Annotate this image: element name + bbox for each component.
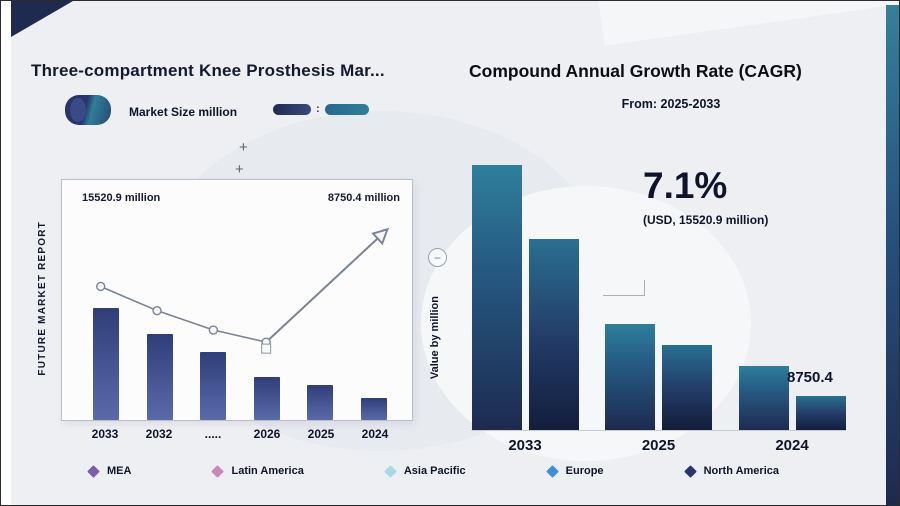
legend-diamond-icon xyxy=(545,464,559,478)
cagr-x-label: 2025 xyxy=(641,437,676,454)
cagr-bar-2024-series-2 xyxy=(795,396,846,430)
legend-item-mea: MEA xyxy=(87,464,132,478)
market-size-bar-2026 xyxy=(253,377,280,420)
left-chart-bar-column xyxy=(84,308,128,420)
cagr-bar-2033-series-2 xyxy=(528,239,579,430)
market-size-x-label: 2033 xyxy=(91,427,119,441)
cagr-bar-2024-series-1 xyxy=(738,366,789,430)
left-chart-bar-column xyxy=(191,352,235,420)
cagr-x-axis: 2033 2025 2024 xyxy=(471,437,846,454)
cagr-x-label: 2024 xyxy=(775,437,809,454)
cagr-bar-group-2025 xyxy=(605,324,713,430)
legend-diamond-icon xyxy=(683,464,697,478)
market-size-chart: 15520.9 million 8750.4 million xyxy=(61,179,413,421)
plus-decoration: + xyxy=(239,139,248,156)
legend-item-north-america: North America xyxy=(683,464,779,478)
region-legend: MEA Latin America Asia Pacific Europe North … xyxy=(87,464,779,478)
market-size-bar-2025 xyxy=(307,385,334,420)
market-size-x-label: 2032 xyxy=(145,427,173,441)
cagr-x-label: 2033 xyxy=(508,437,542,454)
market-size-x-label: 2025 xyxy=(307,427,335,441)
right-edge-gradient-bar xyxy=(886,5,899,505)
legend-diamond-icon xyxy=(383,464,397,478)
cagr-usd-note: (USD, 15520.9 million) xyxy=(643,213,769,227)
left-chart-bar-column xyxy=(298,385,342,420)
cagr-chart xyxy=(471,161,846,431)
cagr-title: Compound Annual Growth Rate (CAGR) xyxy=(469,61,802,81)
market-size-bar-2032 xyxy=(146,334,173,420)
decorative-step-line xyxy=(603,280,645,296)
market-size-x-label: 2024 xyxy=(361,427,389,441)
min-value-label: 8750.4 million xyxy=(327,192,400,204)
cagr-bar-2025-series-2 xyxy=(662,345,712,430)
minus-circle-decoration: − xyxy=(428,248,447,267)
value-axis-label: Value by million xyxy=(429,296,441,380)
cagr-2024-annotation: 8750.4 xyxy=(787,369,833,386)
left-chart-bar-column xyxy=(352,398,396,420)
market-size-bars xyxy=(84,220,396,420)
cagr-bar-group-2033 xyxy=(471,165,579,430)
market-size-bar-2024 xyxy=(360,398,387,420)
market-size-legend-label: Market Size million xyxy=(129,105,238,119)
market-size-bar-..... xyxy=(200,352,227,420)
pill-navy-icon xyxy=(273,103,311,115)
cagr-bar-2025-series-1 xyxy=(605,324,655,430)
legend-label: Asia Pacific xyxy=(403,465,466,477)
max-value-label: 15520.9 million xyxy=(82,192,161,204)
diagonal-band-decoration xyxy=(596,1,899,46)
market-size-x-label: ..... xyxy=(204,427,222,441)
legend-label: North America xyxy=(703,465,779,477)
left-chart-bar-column xyxy=(138,334,182,420)
market-report-title: Three-compartment Knee Prosthesis Mar... xyxy=(31,61,385,80)
cagr-percentage: 7.1% xyxy=(643,165,728,206)
market-size-icon xyxy=(65,95,111,125)
market-size-bar-2033 xyxy=(93,308,119,420)
market-size-x-label: 2026 xyxy=(253,427,281,441)
pill-teal-icon xyxy=(324,103,369,115)
pill-separator: : xyxy=(316,103,320,115)
plus-decoration: + xyxy=(235,161,244,178)
legend-diamond-icon xyxy=(87,464,100,478)
decorative-pills: : xyxy=(273,103,369,115)
left-edge-strip xyxy=(1,1,11,505)
cagr-bar-group-2024 xyxy=(738,366,846,430)
legend-diamond-icon xyxy=(211,464,225,478)
legend-label: Latin America xyxy=(231,465,304,477)
cagr-bar-2033-series-1 xyxy=(471,165,522,430)
cagr-subtitle: From: 2025-2033 xyxy=(621,97,721,111)
legend-label: Europe xyxy=(565,465,604,477)
legend-item-europe: Europe xyxy=(545,464,604,478)
legend-label: MEA xyxy=(107,465,132,477)
corner-triangle-decoration xyxy=(11,1,73,37)
legend-item-asia-pacific: Asia Pacific xyxy=(383,464,466,478)
left-chart-bar-column xyxy=(245,377,289,420)
legend-item-latin-america: Latin America xyxy=(211,464,304,478)
market-size-x-axis: 2033 2032..... 2026 2025 2024 xyxy=(83,427,397,441)
market-size-icon-highlight xyxy=(70,98,86,122)
future-market-report-watermark: FUTURE MARKET REPORT xyxy=(37,221,48,376)
